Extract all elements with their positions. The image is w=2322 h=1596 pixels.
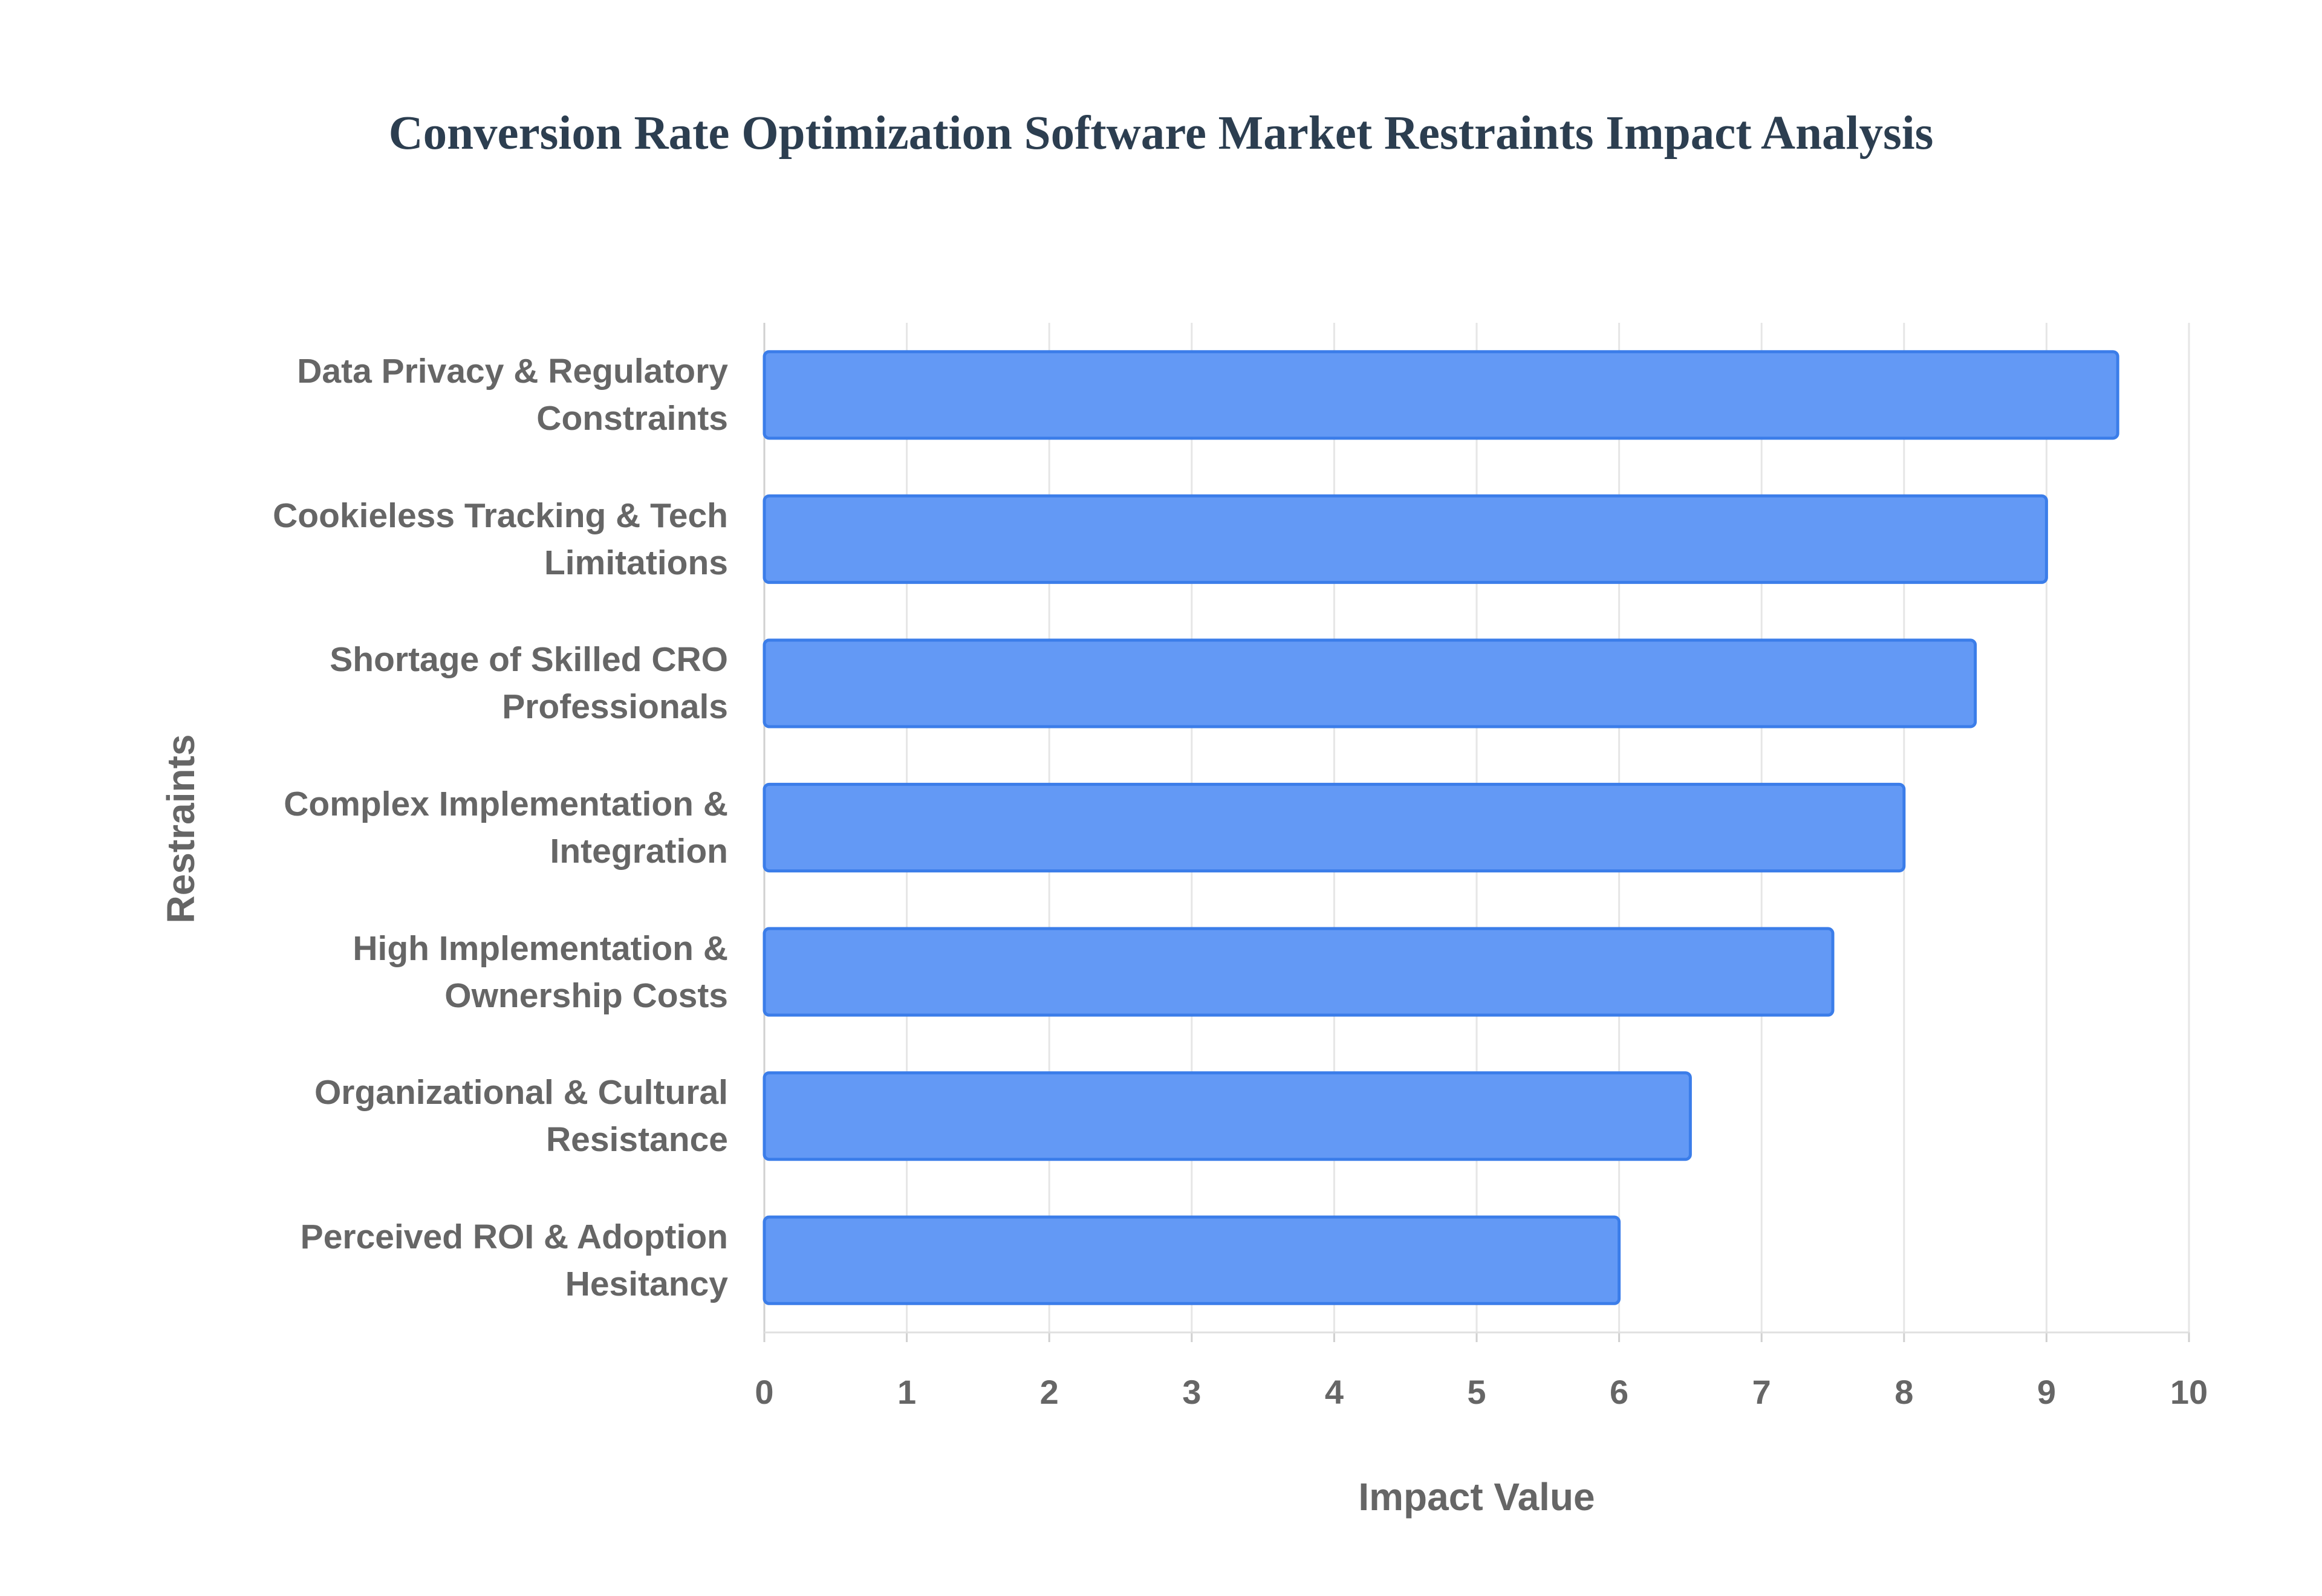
x-tick-label: 1 <box>897 1373 916 1411</box>
x-tick-label: 4 <box>1325 1373 1344 1411</box>
y-tick-label: Shortage of Skilled CRO Professionals <box>330 640 728 727</box>
x-axis-title: Impact Value <box>1358 1475 1595 1519</box>
bar <box>763 494 2048 584</box>
bar <box>763 927 1835 1017</box>
x-tick-label: 10 <box>2170 1373 2208 1411</box>
y-tick-label: Data Privacy & Regulatory Constraints <box>297 352 728 438</box>
x-tick-label: 6 <box>1610 1373 1628 1411</box>
bar <box>763 782 1906 873</box>
x-tick-label: 2 <box>1040 1373 1059 1411</box>
x-tick-label: 9 <box>2037 1373 2056 1411</box>
y-tick-label: Cookieless Tracking & Tech Limitations <box>273 496 728 582</box>
x-tick-label: 5 <box>1467 1373 1486 1411</box>
x-tick-label: 8 <box>1894 1373 1913 1411</box>
bar <box>763 1071 1692 1161</box>
chart-title: Conversion Rate Optimization Software Ma… <box>389 107 1934 160</box>
x-tick-label: 3 <box>1182 1373 1201 1411</box>
bar <box>763 350 2119 440</box>
x-tick-label: 7 <box>1752 1373 1771 1411</box>
y-axis-title: Restraints <box>159 735 203 924</box>
bar <box>763 1215 1621 1305</box>
y-tick-label: Perceived ROI & Adoption Hesitancy <box>300 1217 728 1303</box>
y-tick-label: High Implementation & Ownership Costs <box>353 929 728 1015</box>
bar <box>763 638 1977 728</box>
x-tick-label: 0 <box>755 1373 773 1411</box>
y-tick-label: Organizational & Cultural Resistance <box>314 1073 728 1160</box>
y-tick-label: Complex Implementation & Integration <box>284 785 728 871</box>
